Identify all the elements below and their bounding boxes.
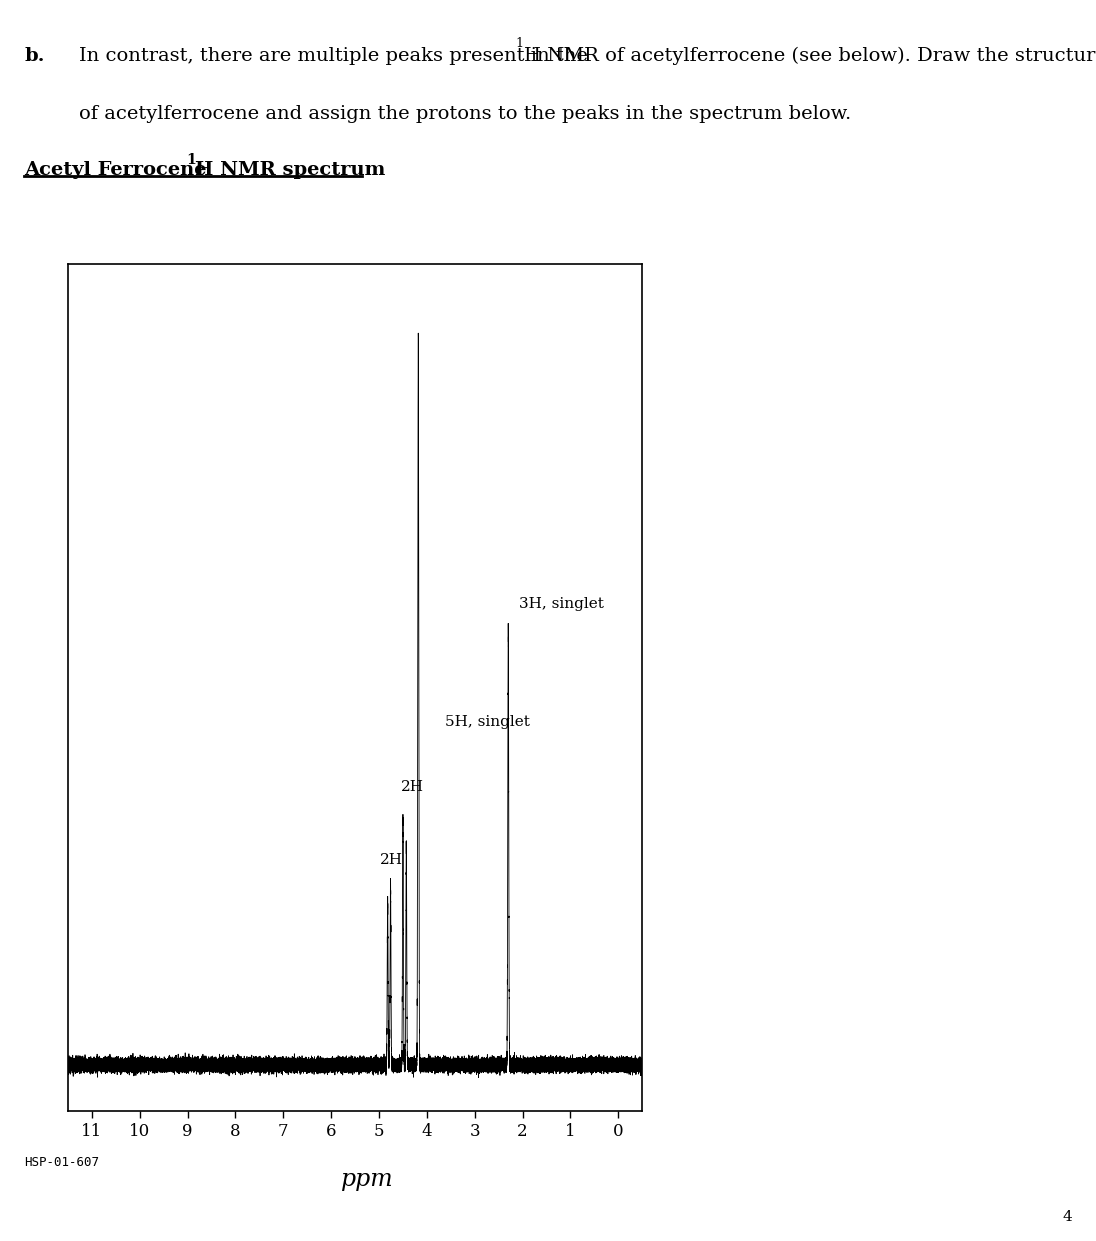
Text: 2H: 2H — [400, 781, 423, 794]
Text: 5H, singlet: 5H, singlet — [445, 716, 530, 730]
Text: HSP-01-607: HSP-01-607 — [24, 1157, 99, 1169]
Text: In contrast, there are multiple peaks present in the: In contrast, there are multiple peaks pr… — [79, 47, 594, 66]
Text: 4: 4 — [1062, 1210, 1072, 1224]
Text: 1: 1 — [186, 153, 196, 166]
Text: 2H: 2H — [380, 853, 403, 866]
Text: 1: 1 — [515, 37, 523, 50]
Text: H NMR of acetylferrocene (see below). Draw the structure: H NMR of acetylferrocene (see below). Dr… — [524, 47, 1096, 66]
Text: Acetyl Ferrocene: Acetyl Ferrocene — [24, 161, 214, 180]
Text: ppm: ppm — [341, 1168, 393, 1191]
Text: H NMR spectrum: H NMR spectrum — [195, 161, 386, 180]
Text: of acetylferrocene and assign the protons to the peaks in the spectrum below.: of acetylferrocene and assign the proton… — [79, 105, 852, 124]
Text: b.: b. — [24, 47, 45, 66]
Text: 3H, singlet: 3H, singlet — [518, 597, 604, 612]
